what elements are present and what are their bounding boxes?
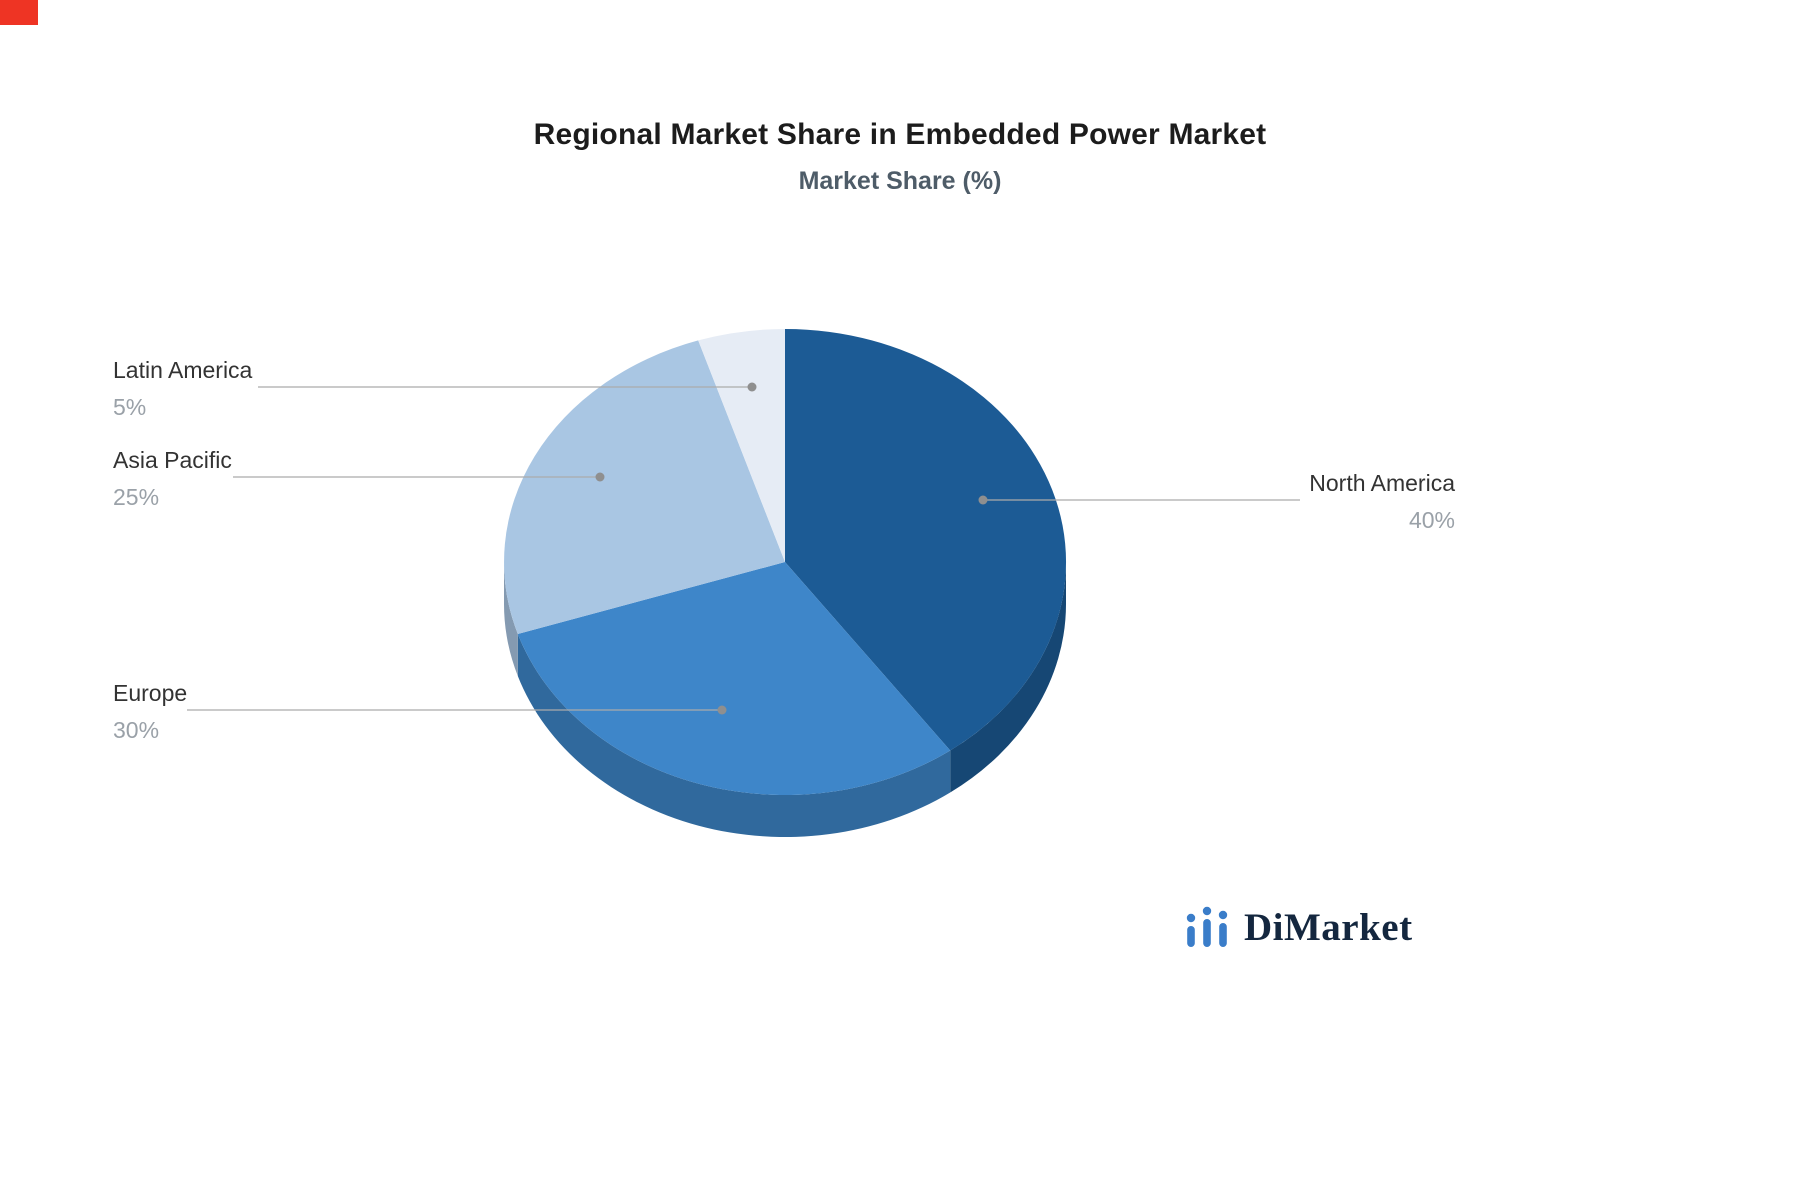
chart-subtitle: Market Share (%) [798,167,1002,195]
label-latin-america: Latin America 5% [113,355,252,422]
slice-label-name: North America [1309,470,1455,496]
slice-label-value: 25% [113,484,160,510]
screen-corner-artifact [0,0,38,25]
label-north-america: North America 40% [1309,468,1455,535]
pie-slice-side-north-america [950,562,1066,793]
brand-logo: DiMarket [1183,903,1413,951]
label-europe: Europe 30% [113,678,187,745]
brand-name: DiMarket [1244,905,1413,949]
chart-title: Regional Market Share in Embedded Power … [533,118,1267,151]
leader-dot-europe [717,705,727,715]
brand-chart-icon [1186,906,1228,947]
leader-dot-latin-america [747,382,757,392]
leader-dot-north-america [978,495,988,505]
slice-label-name: Latin America [113,357,253,383]
pie-slice-europe [517,562,951,795]
pie-slice-side-europe [517,634,951,837]
leader-dot-asia-pacific [595,472,605,482]
label-asia-pacific: Asia Pacific 25% [113,445,232,512]
pie-slice-side-asia-pacific [504,562,518,676]
slice-label-name: Europe [113,680,188,706]
pie-slice-asia-pacific [504,340,785,634]
slice-label-value: 30% [113,717,160,743]
slice-label-value: 5% [113,394,147,420]
slice-label-name: Asia Pacific [113,447,232,473]
pie-slice-north-america [785,329,1067,751]
slice-label-value: 40% [1408,507,1455,533]
